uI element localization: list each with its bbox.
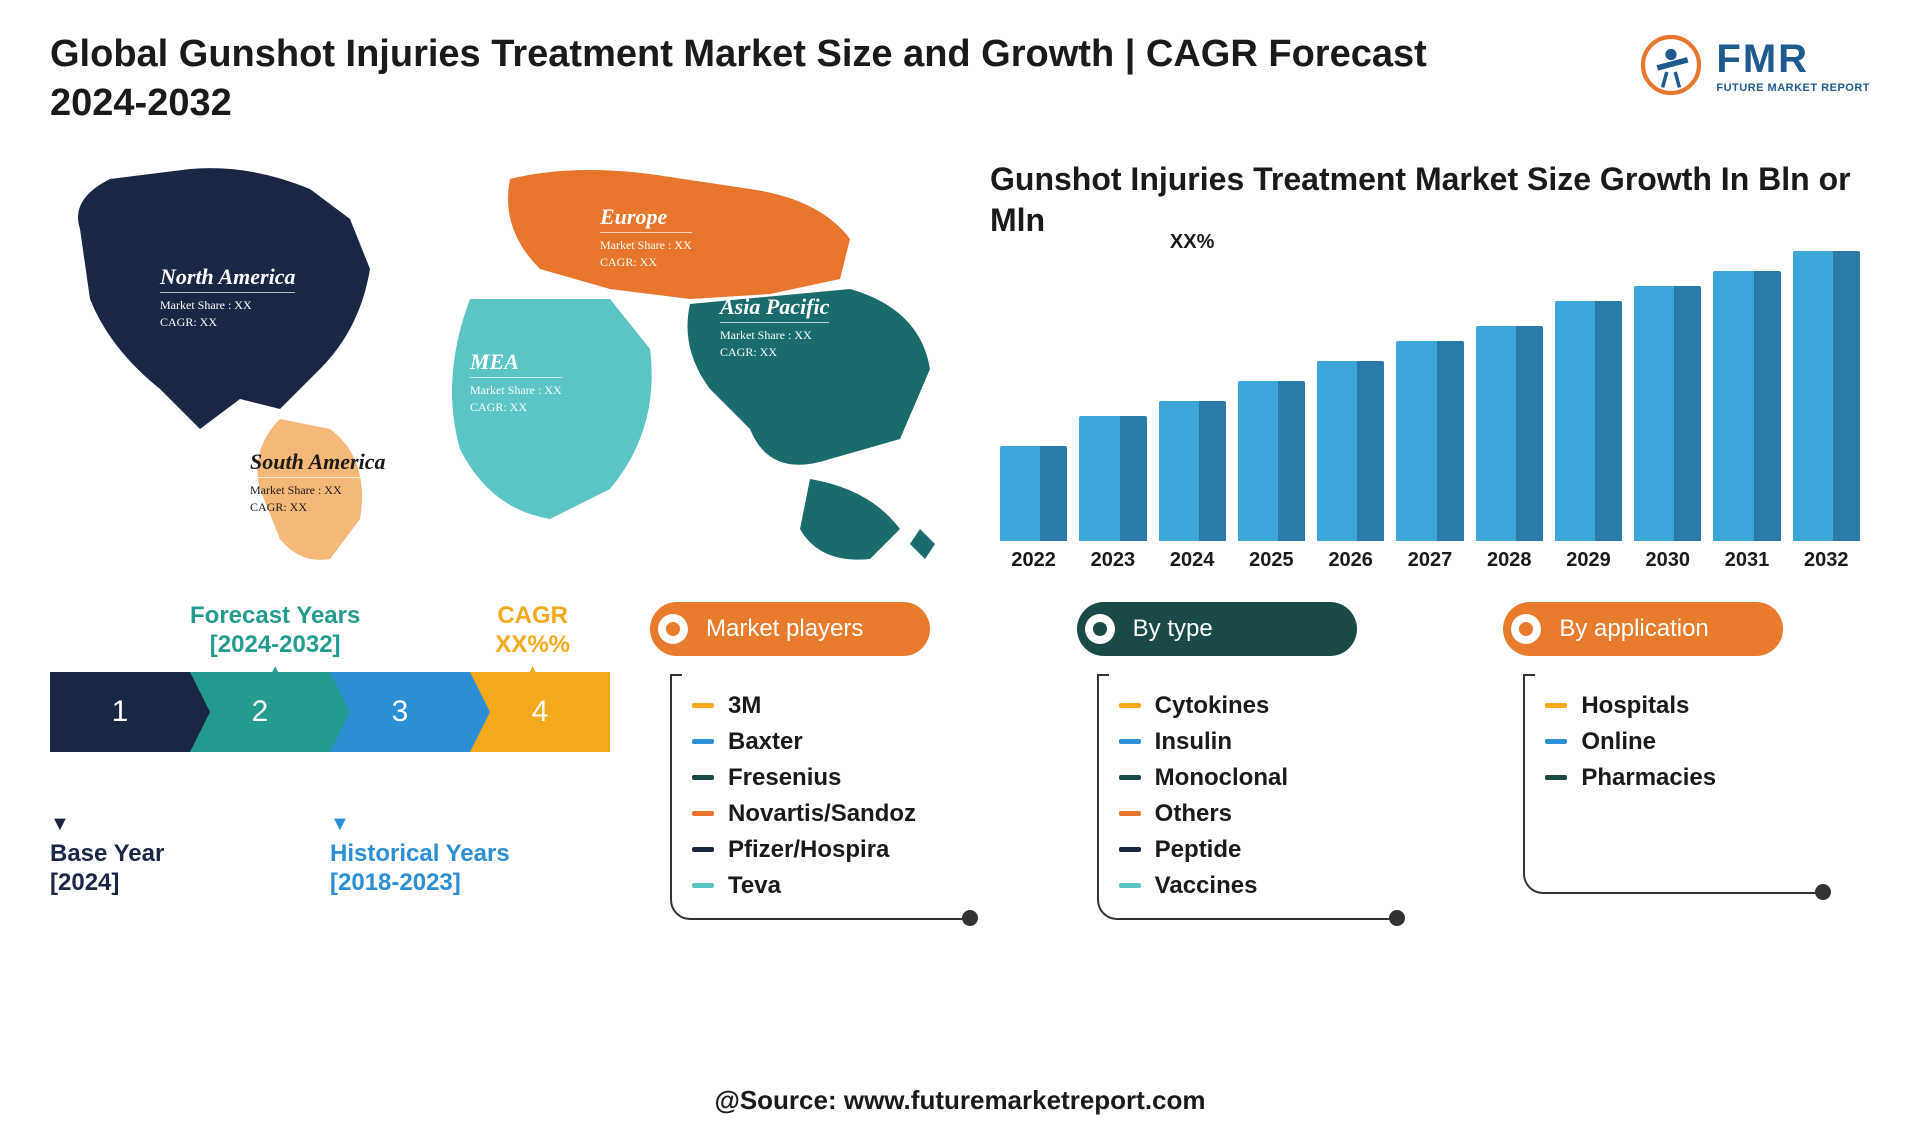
source-text: @Source: www.futuremarketreport.com (714, 1085, 1205, 1116)
page-title: Global Gunshot Injuries Treatment Market… (50, 30, 1450, 129)
category-pill: By type (1077, 602, 1357, 656)
region-label-sa: South AmericaMarket Share : XXCAGR: XX (250, 449, 386, 516)
list-item: Cytokines (1119, 688, 1397, 724)
world-map: North AmericaMarket Share : XXCAGR: XX So… (50, 149, 950, 569)
bar-chart-section: Gunshot Injuries Treatment Market Size G… (990, 149, 1870, 572)
timeline-seg-3: 3 (330, 672, 470, 752)
list-item: Baxter (692, 724, 970, 760)
bar-2030: 2030 (1634, 286, 1701, 572)
bar-2032: XX%2032 (1793, 251, 1860, 572)
bar-2026: 2026 (1317, 361, 1384, 572)
bar-2028: 2028 (1476, 326, 1543, 572)
timeline: Forecast Years [2024-2032] ▲ CAGR XX%% ▲… (50, 602, 610, 752)
list-item: Monoclonal (1119, 760, 1397, 796)
category-list: 3MBaxterFreseniusNovartis/SandozPfizer/H… (670, 674, 970, 920)
chart-title: Gunshot Injuries Treatment Market Size G… (990, 159, 1870, 242)
region-label-mea: MEAMarket Share : XXCAGR: XX (470, 349, 562, 416)
historical-label: ▼ Historical Years [2018-2023] (330, 812, 510, 898)
category-pill: By application (1503, 602, 1783, 656)
bar-2024: XX%2024 (1159, 401, 1226, 572)
category-market-players: Market players 3MBaxterFreseniusNovartis… (650, 602, 1017, 920)
region-label-eu: EuropeMarket Share : XXCAGR: XX (600, 204, 692, 271)
timeline-seg-2: 2 (190, 672, 330, 752)
category-pill: Market players (650, 602, 930, 656)
list-item: Teva (692, 868, 970, 904)
base-year-label: ▼ Base Year [2024] (50, 812, 164, 898)
fmr-logo: FMR FUTURE MARKET REPORT (1636, 30, 1870, 100)
logo-text-sub: FUTURE MARKET REPORT (1716, 82, 1870, 94)
telescope-icon (1636, 30, 1706, 100)
list-item: Peptide (1119, 832, 1397, 868)
list-item: Hospitals (1545, 688, 1823, 724)
bar-2023: 2023 (1079, 416, 1146, 572)
list-item: Insulin (1119, 724, 1397, 760)
list-item: 3M (692, 688, 970, 724)
list-item: Others (1119, 796, 1397, 832)
dot-icon (1085, 614, 1115, 644)
bar-chart: 20222023XX%20242025202620272028202920302… (990, 252, 1870, 572)
category-by-application: By application HospitalsOnlinePharmacies (1503, 602, 1870, 920)
timeline-seg-1: 1 (50, 672, 190, 752)
bar-2025: 2025 (1238, 381, 1305, 572)
bar-2029: 2029 (1555, 301, 1622, 572)
list-item: Fresenius (692, 760, 970, 796)
dot-icon (658, 614, 688, 644)
timeline-seg-4: 4 (470, 672, 610, 752)
list-item: Vaccines (1119, 868, 1397, 904)
category-list: CytokinesInsulinMonoclonalOthersPeptideV… (1097, 674, 1397, 920)
region-label-na: North AmericaMarket Share : XXCAGR: XX (160, 264, 295, 331)
bar-2022: 2022 (1000, 446, 1067, 572)
logo-text-fmr: FMR (1716, 37, 1870, 82)
list-item: Novartis/Sandoz (692, 796, 970, 832)
triangle-down-icon: ▼ (330, 812, 510, 836)
list-item: Pfizer/Hospira (692, 832, 970, 868)
category-by-type: By type CytokinesInsulinMonoclonalOthers… (1077, 602, 1444, 920)
timeline-bar: 1 2 3 4 (50, 672, 610, 752)
list-item: Pharmacies (1545, 760, 1823, 796)
bar-2027: 2027 (1396, 341, 1463, 572)
triangle-down-icon: ▼ (50, 812, 164, 836)
bar-2031: 2031 (1713, 271, 1780, 572)
dot-icon (1511, 614, 1541, 644)
region-label-ap: Asia PacificMarket Share : XXCAGR: XX (720, 294, 829, 361)
category-list: HospitalsOnlinePharmacies (1523, 674, 1823, 894)
list-item: Online (1545, 724, 1823, 760)
